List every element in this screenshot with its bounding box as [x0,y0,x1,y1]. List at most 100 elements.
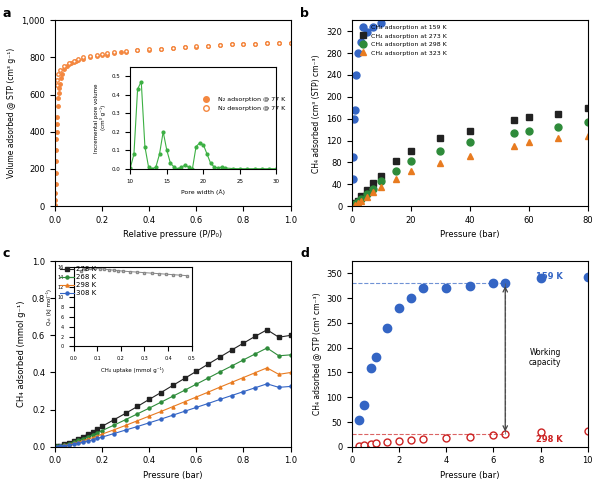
CH₄ adsorption at 273 K [511,117,518,123]
CH₄ adsorption at 323 K [357,198,364,204]
308 K [94,435,101,441]
268 K [216,369,223,375]
298 K [275,372,283,377]
298 K [122,423,129,429]
308 K [134,424,141,430]
Y-axis label: CH₄ adsorbed (cm³ (STP) cm⁻³): CH₄ adsorbed (cm³ (STP) cm⁻³) [312,54,321,172]
268 K [205,375,212,381]
308 K [205,401,212,407]
268 K [110,422,118,428]
298 K [228,379,235,385]
308 K [56,444,63,450]
298 K [75,439,82,445]
268 K [89,432,96,438]
X-axis label: Pressure (bar): Pressure (bar) [440,230,500,239]
298 K [134,418,141,424]
268 K [228,363,235,369]
278 K [75,436,82,442]
CH₄ adsorption at 273 K [369,180,376,186]
CH₄ adsorption at 159 K [357,39,364,45]
CH₄ adsorption at 298 K [392,168,400,173]
308 K [275,384,283,390]
Text: c: c [3,247,10,261]
CH₄ adsorption at 273 K [584,105,592,111]
Legend: CH₄ adsorption at 159 K, CH₄ adsorption at 273 K, CH₄ adsorption at 298 K, CH₄ a: CH₄ adsorption at 159 K, CH₄ adsorption … [355,23,448,57]
278 K [263,327,271,333]
Y-axis label: CH₄ adsorbed @ STP (cm³ cm⁻³): CH₄ adsorbed @ STP (cm³ cm⁻³) [312,293,321,415]
CH₄ adsorption at 323 K [407,168,415,173]
308 K [89,437,96,443]
298 K [240,375,247,380]
Line: 298 K: 298 K [56,366,292,448]
CH₄ adsorption at 323 K [584,133,592,139]
CH₄ adsorption at 323 K [369,189,376,195]
CH₄ adsorption at 159 K [354,50,361,56]
Line: 308 K: 308 K [56,382,292,448]
CH₄ adsorption at 159 K [378,20,385,26]
268 K [193,381,200,387]
278 K [94,426,101,432]
308 K [122,427,129,433]
CH₄ adsorption at 298 K [554,124,562,130]
Legend: 278 K, 268 K, 298 K, 308 K: 278 K, 268 K, 298 K, 308 K [58,264,97,298]
CH₄ adsorption at 273 K [354,198,361,204]
268 K [98,428,106,433]
CH₄ adsorption at 273 K [407,149,415,154]
CH₄ adsorption at 273 K [437,135,444,141]
CH₄ adsorption at 323 K [363,194,370,200]
Text: Working
capacity: Working capacity [529,348,562,367]
CH₄ adsorption at 298 K [378,179,385,185]
308 K [110,431,118,436]
268 K [65,441,73,447]
CH₄ adsorption at 298 K [525,128,532,133]
X-axis label: Pressure (bar): Pressure (bar) [143,471,202,480]
CH₄ adsorption at 273 K [554,112,562,117]
CH₄ adsorption at 273 K [357,193,364,199]
CH₄ adsorption at 159 K [352,108,359,113]
CH₄ adsorption at 323 K [554,135,562,141]
298 K [216,384,223,390]
298 K [205,389,212,395]
308 K [84,438,91,444]
CH₄ adsorption at 298 K [357,196,364,202]
CH₄ adsorption at 298 K [354,199,361,205]
278 K [216,354,223,360]
CH₄ adsorption at 323 K [354,201,361,206]
278 K [275,334,283,340]
CH₄ adsorption at 159 K [350,154,357,160]
268 K [75,437,82,443]
308 K [193,405,200,411]
268 K [169,393,176,399]
268 K [146,405,153,411]
CH₄ adsorption at 298 K [584,120,592,126]
308 K [53,444,61,450]
Line: CH₄ adsorption at 273 K: CH₄ adsorption at 273 K [352,105,590,206]
CH₄ adsorption at 298 K [352,202,359,207]
Line: 278 K: 278 K [56,328,292,448]
Line: CH₄ adsorption at 159 K: CH₄ adsorption at 159 K [349,19,385,182]
298 K [65,442,73,448]
298 K [56,444,63,450]
278 K [240,340,247,346]
CH₄ adsorption at 323 K [352,202,359,208]
308 K [287,383,294,389]
278 K [98,423,106,429]
298 K [287,370,294,375]
278 K [146,396,153,402]
308 K [216,396,223,402]
308 K [228,393,235,398]
268 K [263,345,271,351]
278 K [110,417,118,423]
CH₄ adsorption at 159 K [351,116,358,122]
278 K [251,334,259,339]
268 K [157,399,164,405]
278 K [65,440,73,446]
308 K [263,381,271,387]
308 K [61,443,68,449]
CH₄ adsorption at 323 K [525,139,532,145]
308 K [181,409,188,414]
Text: 298 K: 298 K [536,435,563,444]
268 K [275,353,283,359]
308 K [70,441,77,447]
CH₄ adsorption at 323 K [392,176,400,182]
